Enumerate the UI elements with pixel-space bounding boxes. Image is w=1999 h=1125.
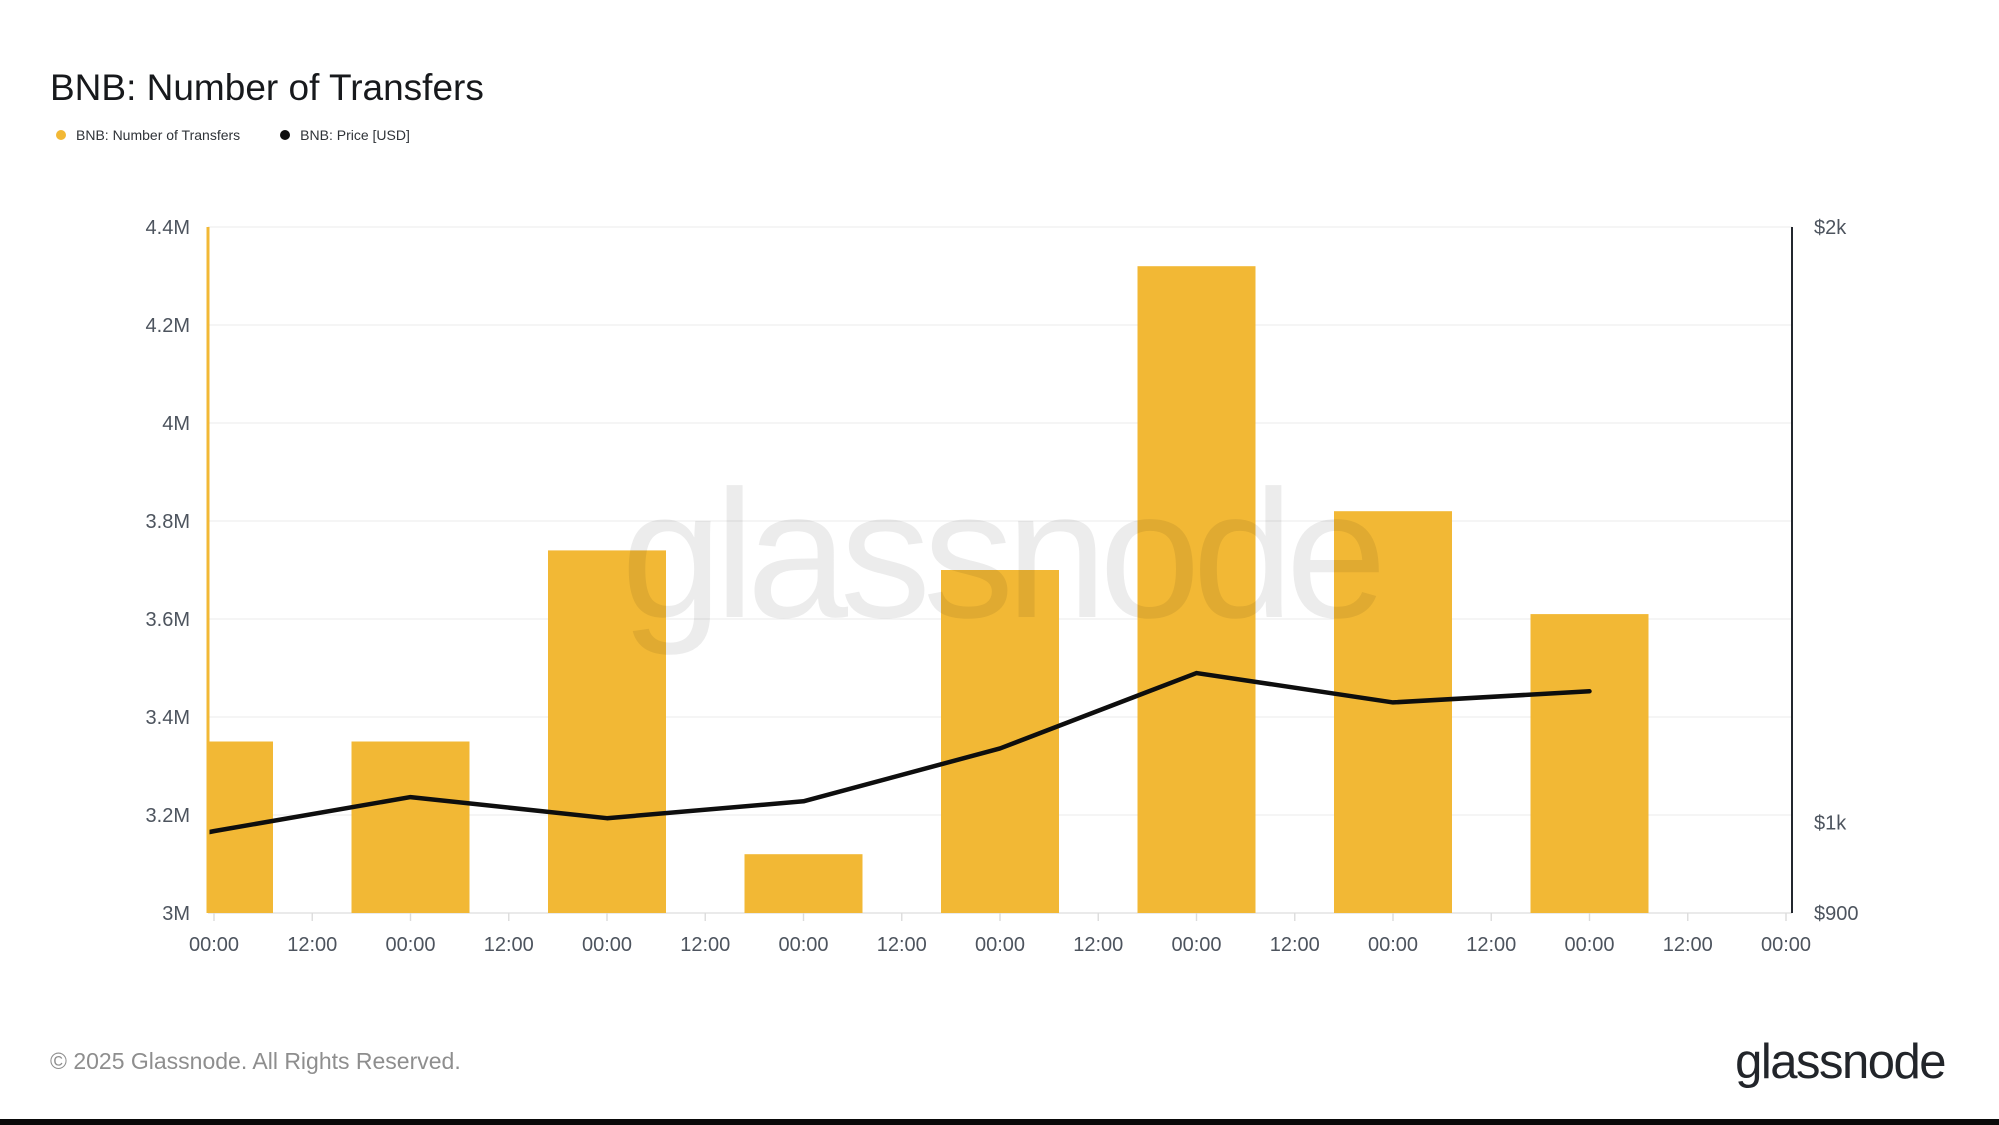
- y-tick-labels-right: $2k $1k $900: [1814, 217, 1859, 925]
- svg-text:12:00: 12:00: [877, 934, 927, 956]
- y-tick-labels-left: 4.4M 4.2M 4M 3.8M 3.6M 3.4M 3.2M 3M: [146, 217, 190, 925]
- bar: [351, 741, 470, 913]
- bar: [548, 550, 666, 913]
- svg-text:12:00: 12:00: [1073, 934, 1123, 956]
- svg-text:00:00: 00:00: [1761, 934, 1811, 956]
- x-tick-labels: 00:00 12:00 00:00 12:00 00:00 12:00 00:00 12:00…: [189, 913, 1811, 956]
- svg-text:12:00: 12:00: [287, 934, 337, 956]
- svg-text:12:00: 12:00: [484, 934, 534, 956]
- svg-text:3.4M: 3.4M: [146, 707, 190, 729]
- svg-text:3M: 3M: [162, 903, 190, 925]
- transfers-series-dot-icon: [56, 130, 66, 140]
- legend-item-price[interactable]: BNB: Price [USD]: [280, 127, 410, 143]
- svg-text:12:00: 12:00: [1466, 934, 1516, 956]
- svg-text:00:00: 00:00: [1564, 934, 1614, 956]
- svg-text:00:00: 00:00: [189, 934, 239, 956]
- legend-item-label: BNB: Price [USD]: [300, 127, 410, 143]
- svg-text:$2k: $2k: [1814, 217, 1847, 239]
- copyright-text: © 2025 Glassnode. All Rights Reserved.: [50, 1048, 461, 1074]
- svg-text:00:00: 00:00: [582, 934, 632, 956]
- svg-text:00:00: 00:00: [975, 934, 1025, 956]
- svg-text:3.6M: 3.6M: [146, 609, 190, 631]
- bar: [1137, 266, 1256, 913]
- chart-legend: BNB: Number of Transfers BNB: Price [USD…: [56, 127, 410, 143]
- price-line-series[interactable]: [206, 670, 1592, 835]
- legend-item-transfers[interactable]: BNB: Number of Transfers: [56, 127, 240, 143]
- svg-text:4.4M: 4.4M: [146, 217, 190, 239]
- bar-series-transfers[interactable]: [209, 266, 1649, 913]
- svg-text:00:00: 00:00: [1171, 934, 1221, 956]
- watermark-text: glassnode: [621, 452, 1380, 656]
- bar: [744, 854, 863, 913]
- svg-text:00:00: 00:00: [385, 934, 435, 956]
- svg-text:3.2M: 3.2M: [146, 805, 190, 827]
- svg-text:3.8M: 3.8M: [146, 511, 190, 533]
- bar: [1530, 614, 1649, 913]
- window-bottom-edge: [0, 1119, 1999, 1125]
- price-series-dot-icon: [280, 130, 291, 140]
- svg-text:12:00: 12:00: [1270, 934, 1320, 956]
- svg-text:00:00: 00:00: [1368, 934, 1418, 956]
- svg-text:4.2M: 4.2M: [146, 315, 190, 337]
- svg-text:12:00: 12:00: [1663, 934, 1713, 956]
- svg-text:00:00: 00:00: [778, 934, 828, 956]
- svg-text:$900: $900: [1814, 903, 1859, 925]
- glassnode-logo: glassnode: [1735, 1035, 1946, 1089]
- svg-text:12:00: 12:00: [680, 934, 730, 956]
- page-title: BNB: Number of Transfers: [50, 66, 484, 108]
- svg-text:4M: 4M: [162, 413, 190, 435]
- svg-text:$1k: $1k: [1814, 812, 1847, 834]
- legend-item-label: BNB: Number of Transfers: [76, 127, 241, 143]
- bar: [941, 570, 1059, 913]
- bar: [1334, 511, 1452, 913]
